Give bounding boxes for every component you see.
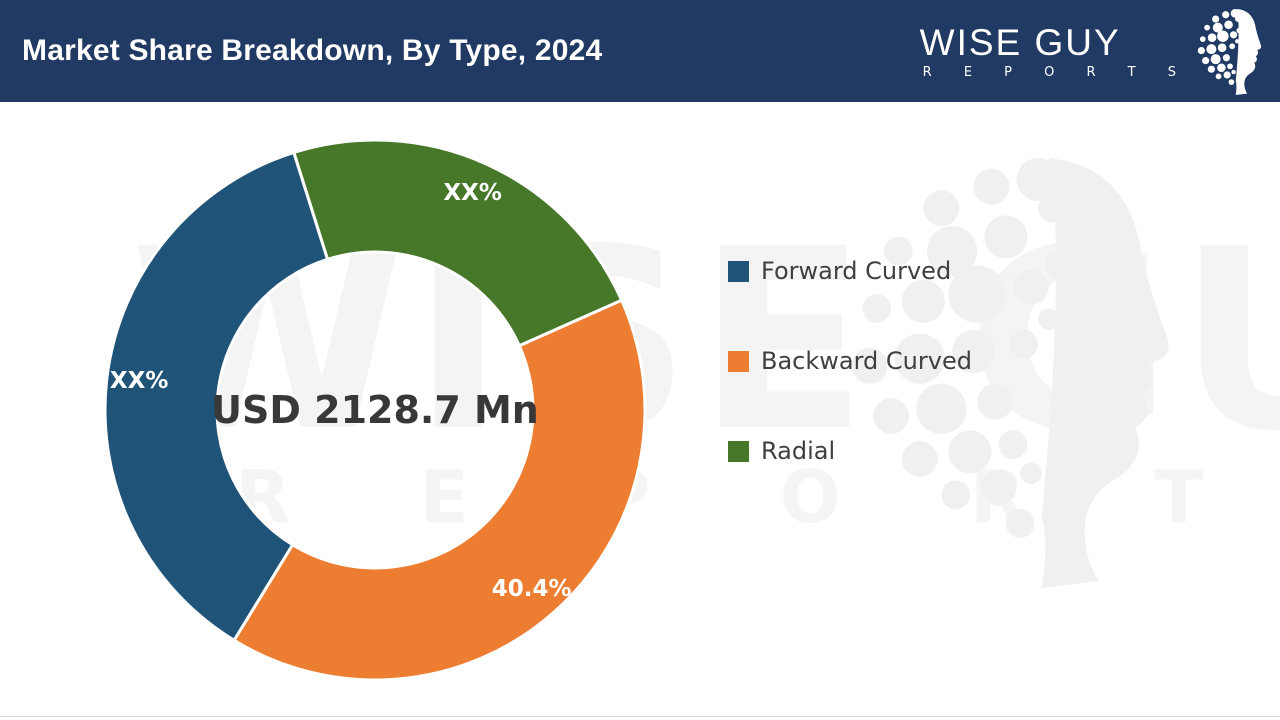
logo: WISE GUY R E P O R T S	[920, 6, 1266, 98]
legend-item-radial[interactable]: Radial	[728, 436, 972, 466]
legend-swatch-forward-curved	[728, 260, 749, 282]
slice-backward-curved[interactable]	[232, 298, 647, 682]
legend-item-forward-curved[interactable]: Forward Curved	[728, 256, 972, 286]
legend-label: Radial	[761, 437, 836, 465]
header: Market Share Breakdown, By Type, 2024 WI…	[0, 0, 1280, 102]
page-title: Market Share Breakdown, By Type, 2024	[22, 34, 603, 67]
legend-label: Forward Curved	[761, 257, 952, 285]
bottom-divider	[0, 716, 1280, 717]
slice-forward-curved[interactable]	[103, 150, 330, 642]
legend-item-backward-curved[interactable]: Backward Curved	[728, 346, 972, 376]
slice-label-radial: XX%	[443, 180, 502, 207]
legend-label: Backward Curved	[761, 347, 972, 375]
legend-swatch-radial	[728, 440, 749, 462]
slice-label-forward-curved: XX%	[109, 368, 169, 395]
legend-swatch-backward-curved	[728, 350, 749, 372]
slice-label-backward-curved: 40.4%	[491, 575, 572, 602]
center-value: USD 2128.7 Mn	[211, 388, 539, 432]
logo-face-icon	[1197, 9, 1262, 95]
legend: Forward Curved Backward Curved Radial	[728, 256, 972, 526]
logo-subtext: R E P O R T S	[922, 65, 1190, 80]
slice-radial[interactable]	[292, 138, 624, 348]
logo-wordmark: WISE GUY	[919, 22, 1121, 63]
